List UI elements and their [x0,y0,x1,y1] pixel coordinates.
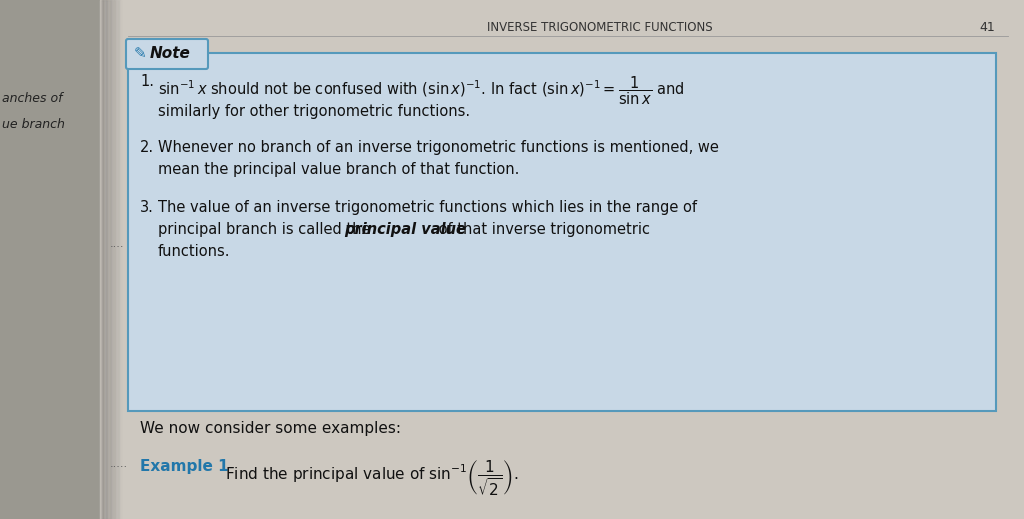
Bar [114,0,116,519]
Bar [111,0,113,519]
Text: The value of an inverse trigonometric functions which lies in the range of: The value of an inverse trigonometric fu… [158,200,697,215]
Bar [101,0,104,519]
Bar [115,0,117,519]
Bar [115,0,118,519]
Text: Example 1: Example 1 [140,459,228,474]
Bar [119,0,122,519]
Bar [102,0,104,519]
Text: Find the principal value of $\sin^{-1}\!\left(\dfrac{1}{\sqrt{2}}\right).$: Find the principal value of $\sin^{-1}\!… [225,459,518,498]
Text: ue branch: ue branch [2,117,65,130]
Text: We now consider some examples:: We now consider some examples: [140,421,401,436]
Bar [106,0,109,519]
Bar [112,0,114,519]
Text: ....: .... [110,239,125,249]
Bar [113,0,116,519]
Bar [104,0,108,519]
Bar [100,0,102,519]
Text: 2.: 2. [140,140,155,155]
Text: INVERSE TRIGONOMETRIC FUNCTIONS: INVERSE TRIGONOMETRIC FUNCTIONS [487,21,713,34]
Text: principal branch is called the: principal branch is called the [158,222,375,237]
Bar [108,0,111,519]
Text: ✎: ✎ [134,47,146,61]
Text: $\sin^{-1}x$ should not be confused with $(\sin x)^{-1}$. In fact $(\sin x)^{-1}: $\sin^{-1}x$ should not be confused with… [158,74,685,106]
Bar [110,0,112,519]
Bar [104,0,106,519]
Text: functions.: functions. [158,244,230,259]
Bar [116,0,119,519]
Bar [119,0,121,519]
Bar [112,0,115,519]
Text: principal value: principal value [344,222,466,237]
Text: 3.: 3. [140,200,154,215]
Text: anches of: anches of [2,92,62,105]
Bar [108,0,110,519]
Text: mean the principal value branch of that function.: mean the principal value branch of that … [158,162,519,177]
Text: .....: ..... [110,459,128,469]
Text: 41: 41 [979,21,995,34]
Bar [100,0,103,519]
Bar [109,0,112,519]
Bar [0,0,108,519]
FancyBboxPatch shape [128,53,996,411]
Bar [117,0,120,519]
Bar [118,0,120,519]
Text: similarly for other trigonometric functions.: similarly for other trigonometric functi… [158,104,470,119]
FancyBboxPatch shape [126,39,208,69]
Text: Note: Note [150,47,190,61]
Bar [105,0,109,519]
Text: Whenever no branch of an inverse trigonometric functions is mentioned, we: Whenever no branch of an inverse trigono… [158,140,719,155]
Bar [103,0,105,519]
Text: of that inverse trigonometric: of that inverse trigonometric [434,222,650,237]
Text: 1.: 1. [140,74,154,89]
